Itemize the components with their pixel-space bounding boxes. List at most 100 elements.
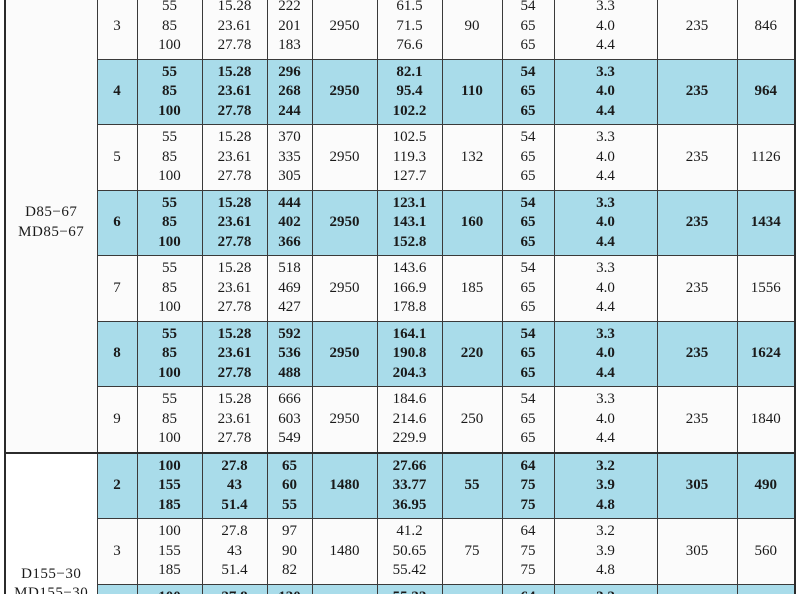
cell-power_required-line: 50.65 [392,542,427,559]
cell-head-line: 469 [278,279,301,296]
cell-npsh-line: 3.9 [596,542,615,559]
cell-npsh-line: 4.0 [596,345,615,361]
cell-flow_alt-line: 15.28 [217,260,252,276]
cell-npsh-line: 4.0 [596,214,615,230]
cell-npsh-line: 3.3 [596,0,615,14]
cell-efficiency-line: 64 [505,588,552,594]
cell-efficiency-line: 54 [520,0,536,14]
cell-npsh-line: 4.4 [596,102,615,119]
cell-speed: 2950 [311,0,378,60]
pump-specification-table: D85−67 MD85−67 3 55 85 100 15.28 23.61 27.78 222 2… [4,0,796,594]
cell-power_required-line: 55.32 [380,588,440,594]
cell-head: 666 603 549 [266,386,313,453]
cell-efficiency-line: 65 [520,17,536,34]
cell-flow: 55 85 100 [136,386,203,453]
cell-flow: 55 85 100 [136,255,203,322]
cell-speed: 2950 [311,189,378,256]
cell-efficiency-line: 65 [520,148,536,165]
cell-npsh-line: 4.4 [596,364,615,381]
cell-flow-line: 155 [158,477,181,493]
cell-flow-line: 155 [158,542,181,559]
cell-npsh-line: 3.3 [596,129,615,145]
cell-model: D85−67 MD85−67 [4,0,98,453]
cell-weight_b: 964 [736,58,796,125]
cell-flow-line: 55 [162,325,177,342]
cell-flow_alt-line: 15.28 [217,129,252,145]
cell-motor_power: 250 [441,386,503,453]
cell-power_required-line: 166.9 [392,279,427,296]
cell-motor_power: 220 [441,320,503,387]
cell-motor_power: 110 [441,58,503,125]
cell-efficiency: 54 65 65 [501,58,555,125]
cell-power_required-line: 143.1 [392,214,427,230]
cell-power_required: 123.1 143.1 152.8 [376,189,443,256]
table-row: 6 55 85 100 15.28 23.61 27.78 444 402 366 2950 123.… [5,189,796,256]
cell-npsh-line: 3.2 [596,457,615,474]
cell-npsh-line: 4.0 [596,83,615,99]
cell-flow: 100 155 185 [136,451,203,519]
cell-speed: 2950 [311,58,378,125]
cell-flow-line: 185 [158,562,181,578]
cell-stages: 8 [96,320,138,387]
cell-npsh: 3.2 3.9 4.8 [553,451,658,519]
cell-head-line: 549 [278,430,301,446]
cell-npsh: 3.3 4.0 4.4 [553,124,658,191]
model-name-line1: D85−67 [25,204,78,221]
cell-flow-line: 100 [158,37,181,53]
cell-head-line: 222 [278,0,301,14]
cell-efficiency-line: 65 [520,299,536,315]
cell-flow-line: 85 [162,17,177,34]
cell-flow-line: 100 [158,299,181,315]
cell-head-line: 60 [282,477,297,493]
cell-power_required-line: 214.6 [392,410,427,427]
cell-flow_alt-line: 27.78 [217,299,252,315]
cell-flow_alt-line: 27.78 [217,364,252,381]
cell-head-line: 603 [278,410,301,427]
cell-motor_power: 55 [441,451,503,519]
cell-efficiency-line: 75 [520,542,536,559]
cell-head-line: 488 [278,364,301,381]
cell-power_required: 41.2 50.65 55.42 [376,518,443,585]
cell-power_required: 143.6 166.9 178.8 [376,255,443,322]
cell-flow: 55 85 100 [136,320,203,387]
cell-npsh-line: 4.4 [596,168,615,184]
cell-flow-line: 85 [162,345,177,361]
cell-head: 222 201 183 [266,0,313,60]
cell-power_required-line: 184.6 [392,391,427,407]
cell-speed: 2950 [311,124,378,191]
cell-speed: 1480 [311,451,378,519]
cell-flow_alt-line: 23.61 [217,279,252,296]
cell-weight_b: 1840 [736,386,796,453]
model-name-line2: MD155−30 [14,585,89,594]
table-row: 7 55 85 100 15.28 23.61 27.78 518 469 427 2950 143.… [5,255,796,322]
cell-flow_alt: 15.28 23.61 27.78 [201,255,268,322]
cell-speed: 2950 [311,255,378,322]
cell-flow: 55 85 100 [136,0,203,60]
cell-weight_a: 235 [656,189,738,256]
cell-stages: 3 [96,0,138,60]
cell-flow_alt: 15.28 23.61 27.78 [201,189,268,256]
cell-model: D155−30 MD155−30 [4,451,98,594]
cell-head: 592 536 488 [266,320,313,387]
cell-stages: 6 [96,189,138,256]
cell-weight_a: 235 [656,0,738,60]
cell-flow: 55 85 100 [136,124,203,191]
cell-flow-line: 85 [162,148,177,165]
cell-power_required: 27.66 33.77 36.95 [376,451,443,519]
cell-efficiency-line: 65 [520,168,536,184]
cell-flow_alt-line: 23.61 [217,410,252,427]
cell-flow_alt: 27.8 43 51.4 [201,518,268,585]
cell-stages: 5 [96,124,138,191]
cell-weight_b: 1434 [736,189,796,256]
cell-power_required-line: 55.42 [392,562,427,578]
cell-flow-line: 55 [162,391,177,407]
cell-weight_b: 1556 [736,255,796,322]
cell-head-line: 427 [278,299,301,315]
cell-weight_a: 235 [656,320,738,387]
cell-efficiency: 54 65 65 [501,0,555,60]
cell-flow-line: 100 [158,233,181,250]
cell-efficiency-line: 65 [520,410,536,427]
cell-power_required: 184.6 214.6 229.9 [376,386,443,453]
cell-flow_alt-line: 27.78 [217,430,252,446]
cell-flow_alt-line: 27.8 [205,588,265,594]
